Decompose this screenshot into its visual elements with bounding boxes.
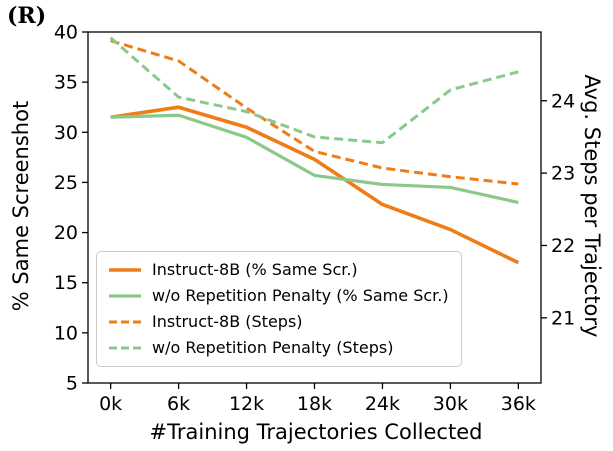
left-tick-label: 20: [54, 222, 78, 244]
legend-item: w/o Repetition Penalty (Steps): [107, 337, 449, 358]
legend: Instruct-8B (% Same Scr.) w/o Repetition…: [96, 251, 462, 367]
legend-label: w/o Repetition Penalty (% Same Scr.): [152, 286, 449, 305]
legend-line-sample: [109, 293, 141, 298]
legend-label: Instruct-8B (% Same Scr.): [152, 260, 358, 279]
left-tick-label: 40: [54, 22, 78, 44]
x-axis-title: #Training Trajectories Collected: [149, 420, 483, 444]
figure-label: (R): [7, 3, 47, 29]
x-tick-label: 36k: [501, 393, 536, 415]
x-tick-label: 6k: [167, 393, 190, 415]
series-line: [110, 105, 520, 265]
legend-item: Instruct-8B (Steps): [107, 311, 449, 332]
series-line: [110, 39, 519, 186]
x-tick-label: 0k: [99, 393, 122, 415]
legend-line-sample: [109, 267, 141, 272]
x-tick-label: 18k: [297, 393, 332, 415]
left-tick-label: 30: [54, 122, 78, 144]
legend-line-sample: [109, 320, 141, 323]
right-tick-label: 23: [551, 163, 575, 185]
right-tick-label: 21: [551, 307, 575, 329]
series-line: [109, 36, 519, 145]
left-tick-label: 10: [54, 322, 78, 344]
x-tick-label: 30k: [433, 393, 468, 415]
x-tick-label: 12k: [229, 393, 264, 415]
legend-item: Instruct-8B (% Same Scr.): [107, 259, 449, 280]
right-tick-label: 24: [551, 90, 575, 112]
left-tick-label: 5: [66, 373, 78, 395]
left-tick-label: 25: [54, 172, 78, 194]
left-tick-label: 35: [54, 72, 78, 94]
x-tick-label: 24k: [365, 393, 400, 415]
left-tick-label: 15: [54, 272, 78, 294]
legend-label: w/o Repetition Penalty (Steps): [152, 338, 394, 357]
series-line: [110, 113, 519, 205]
legend-label: Instruct-8B (Steps): [152, 312, 303, 331]
legend-line-sample: [109, 346, 141, 349]
right-tick-label: 22: [551, 235, 575, 257]
legend-item: w/o Repetition Penalty (% Same Scr.): [107, 285, 449, 306]
